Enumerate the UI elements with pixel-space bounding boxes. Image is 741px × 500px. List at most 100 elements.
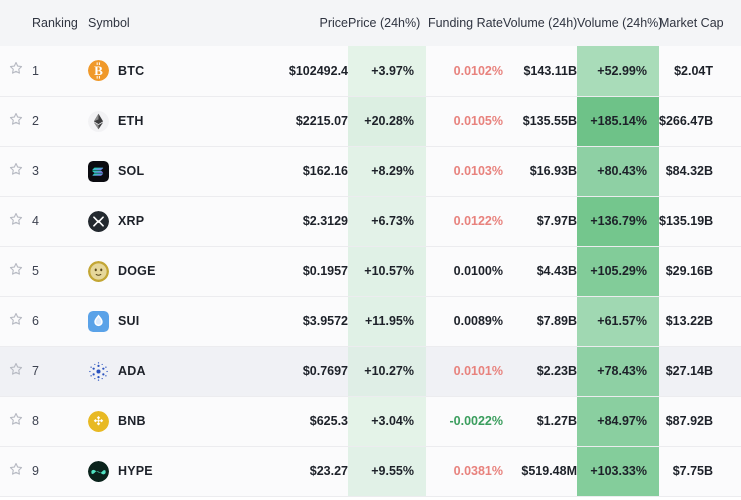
table-row[interactable]: 6 SUI $3.9572 +11.95% 0.0089% $7.89B +61.57% $1…	[0, 296, 741, 347]
sol-icon	[88, 160, 109, 182]
price-24h-cell: +6.73%	[348, 196, 426, 247]
doge-icon	[88, 260, 109, 282]
star-outline-icon[interactable]	[9, 262, 23, 276]
column-header-price-24h[interactable]: Price (24h%)	[348, 16, 421, 30]
funding-rate-cell: 0.0101%	[426, 346, 503, 397]
symbol-cell[interactable]: DOGE	[78, 246, 272, 297]
price-cell: $2.3129	[272, 196, 348, 247]
table-row[interactable]: 8 BNB $625.3 +3.04% -0.0022% $1.27B +84.97% $87…	[0, 396, 741, 447]
symbol-label: BTC	[118, 63, 145, 78]
price-cell: $0.7697	[272, 346, 348, 397]
symbol-cell[interactable]: XRP	[78, 196, 272, 247]
table-row[interactable]: 7 ADA $0.7697 +10.27% 0.0101% $2.23B +78.43% $2…	[0, 346, 741, 397]
price-cell: $625.3	[272, 396, 348, 447]
favorite-cell[interactable]	[0, 346, 32, 397]
table-body: 1 B BTC $102492.4 +3.97% 0.0102% $143.11B +52.9…	[0, 46, 741, 497]
market-cap-cell: $27.14B	[659, 346, 741, 397]
bnb-icon	[88, 410, 109, 432]
rank-cell: 6	[32, 296, 78, 347]
price-cell: $2215.07	[272, 96, 348, 147]
favorite-cell[interactable]	[0, 96, 32, 147]
symbol-cell[interactable]: ADA	[78, 346, 272, 397]
favorite-cell[interactable]	[0, 196, 32, 247]
star-outline-icon[interactable]	[9, 112, 23, 126]
favorite-cell[interactable]	[0, 246, 32, 297]
market-cap-cell: $7.75B	[659, 446, 741, 497]
column-header-volume-24h-pct[interactable]: Volume (24h%)	[577, 16, 663, 30]
rank-cell: 4	[32, 196, 78, 247]
market-cap-cell: $84.32B	[659, 146, 741, 197]
rank-cell: 2	[32, 96, 78, 147]
star-outline-icon[interactable]	[9, 312, 23, 326]
symbol-cell[interactable]: ETH	[78, 96, 272, 147]
volume-24h-pct-cell: +61.57%	[577, 296, 659, 347]
volume-24h-pct-cell: +80.43%	[577, 146, 659, 197]
volume-24h-pct-cell: +103.33%	[577, 446, 659, 497]
star-outline-icon[interactable]	[9, 412, 23, 426]
rank-cell: 9	[32, 446, 78, 497]
column-header-symbol[interactable]: Symbol	[88, 16, 130, 30]
table-row[interactable]: 9 HYPE $23.27 +9.55% 0.0381% $519.48M +103.33%…	[0, 446, 741, 497]
symbol-cell[interactable]: SOL	[78, 146, 272, 197]
column-header-ranking[interactable]: Ranking	[32, 16, 78, 30]
ada-icon	[88, 361, 109, 382]
price-cell: $102492.4	[272, 46, 348, 97]
funding-rate-cell: -0.0022%	[426, 396, 503, 447]
column-header-market-cap[interactable]: Market Cap	[659, 16, 724, 30]
market-cap-cell: $266.47B	[659, 96, 741, 147]
volume-24h-pct-cell: +84.97%	[577, 396, 659, 447]
funding-rate-cell: 0.0102%	[426, 46, 503, 97]
price-24h-cell: +10.27%	[348, 346, 426, 397]
table-row[interactable]: 1 B BTC $102492.4 +3.97% 0.0102% $143.11B +52.9…	[0, 46, 741, 97]
symbol-label: SUI	[118, 314, 140, 328]
xrp-icon	[88, 210, 109, 232]
price-24h-cell: +3.04%	[348, 396, 426, 447]
price-cell: $0.1957	[272, 246, 348, 297]
price-24h-cell: +20.28%	[348, 96, 426, 147]
favorite-cell[interactable]	[0, 146, 32, 197]
symbol-cell[interactable]: HYPE	[78, 446, 272, 497]
star-outline-icon[interactable]	[9, 162, 23, 176]
volume-24h-cell: $4.43B	[503, 246, 577, 297]
table-row[interactable]: 3 SOL $162.16 +8.29% 0.0103% $16.93B +80.43% $8…	[0, 146, 741, 197]
price-24h-cell: +10.57%	[348, 246, 426, 297]
volume-24h-cell: $519.48M	[503, 446, 577, 497]
symbol-label: SOL	[118, 164, 145, 178]
star-outline-icon[interactable]	[9, 462, 23, 476]
header-row: Ranking Symbol Price Price (24h%) Fundin…	[0, 0, 741, 46]
volume-24h-pct-cell: +136.79%	[577, 196, 659, 247]
star-outline-icon[interactable]	[9, 362, 23, 376]
market-cap-cell: $13.22B	[659, 296, 741, 347]
column-header-volume-24h[interactable]: Volume (24h)	[503, 16, 578, 30]
favorite-cell[interactable]	[0, 46, 32, 97]
table-row[interactable]: 2 ETH $2215.07 +20.28% 0.0105% $135.55B +185.1…	[0, 96, 741, 147]
market-cap-cell: $2.04T	[659, 46, 741, 97]
symbol-label: HYPE	[118, 464, 153, 478]
funding-rate-cell: 0.0105%	[426, 96, 503, 147]
column-header-price[interactable]: Price	[319, 16, 348, 30]
star-outline-icon[interactable]	[9, 212, 23, 226]
rank-cell: 5	[32, 246, 78, 297]
symbol-cell[interactable]: BNB	[78, 396, 272, 447]
favorite-cell[interactable]	[0, 396, 32, 447]
favorite-cell[interactable]	[0, 296, 32, 347]
star-outline-icon[interactable]	[9, 61, 23, 75]
symbol-cell[interactable]: B BTC	[78, 46, 272, 97]
rank-cell: 1	[32, 46, 78, 97]
volume-24h-pct-cell: +185.14%	[577, 96, 659, 147]
symbol-cell[interactable]: SUI	[78, 296, 272, 347]
eth-icon	[88, 110, 109, 132]
price-cell: $23.27	[272, 446, 348, 497]
table-row[interactable]: 4 XRP $2.3129 +6.73% 0.0122% $7.97B +136.79% $1…	[0, 196, 741, 247]
table-row[interactable]: 5 DOGE $0.1957 +10.57% 0.0100% $4.43B +105.29%…	[0, 246, 741, 297]
volume-24h-cell: $1.27B	[503, 396, 577, 447]
svg-text:B: B	[94, 63, 103, 78]
column-header-star[interactable]	[0, 0, 32, 46]
table-header: Ranking Symbol Price Price (24h%) Fundin…	[0, 0, 741, 46]
column-header-funding-rate[interactable]: Funding Rate	[427, 16, 503, 30]
btc-icon: B	[88, 60, 109, 82]
favorite-cell[interactable]	[0, 446, 32, 497]
symbol-label: ETH	[118, 114, 144, 128]
symbol-label: XRP	[118, 214, 145, 228]
